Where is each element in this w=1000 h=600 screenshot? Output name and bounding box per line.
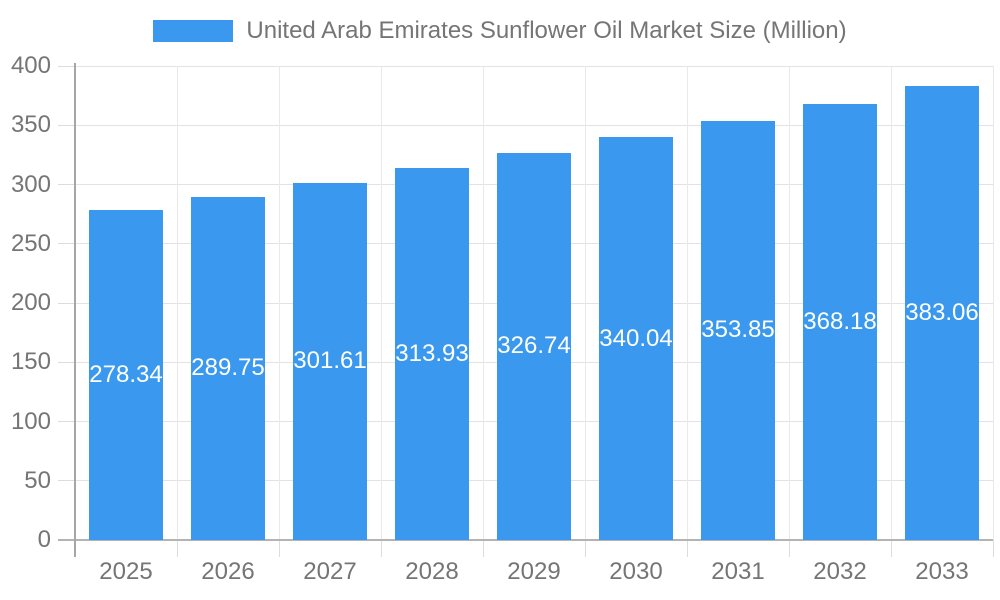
bar — [905, 86, 979, 540]
bar-value-label: 289.75 — [191, 354, 265, 382]
y-tick-label: 100 — [10, 407, 51, 435]
y-tick — [58, 302, 75, 304]
x-tick — [788, 540, 790, 557]
y-tick-label: 300 — [10, 170, 51, 198]
gridline-v — [992, 66, 994, 540]
x-tick-label: 2030 — [609, 558, 663, 585]
bar-value-label: 278.34 — [89, 361, 163, 389]
bar — [701, 120, 775, 540]
bar — [803, 103, 877, 540]
gridline-v — [686, 66, 688, 540]
x-tick — [992, 540, 994, 557]
gridline-v — [788, 66, 790, 540]
x-tick-label: 2031 — [711, 558, 765, 585]
bar-value-label: 383.06 — [905, 299, 979, 327]
bar — [599, 137, 673, 540]
legend-swatch-icon — [153, 20, 234, 42]
x-tick — [380, 540, 382, 557]
gridline-v — [278, 66, 280, 540]
x-tick-label: 2027 — [303, 558, 357, 585]
y-tick-label: 250 — [10, 229, 51, 257]
y-tick-label: 150 — [10, 348, 51, 376]
bar — [395, 167, 469, 540]
x-axis-line — [58, 539, 993, 541]
y-tick — [58, 65, 75, 67]
y-tick — [58, 421, 75, 422]
x-tick-label: 2028 — [405, 558, 459, 585]
x-tick — [584, 540, 586, 557]
gridline-h — [75, 124, 993, 126]
x-tick — [686, 540, 688, 557]
y-axis-line — [74, 63, 76, 557]
gridline-v — [584, 66, 586, 540]
bar-value-label: 326.74 — [497, 332, 571, 360]
y-tick — [58, 243, 75, 245]
bar-value-label: 313.93 — [395, 339, 469, 367]
bar-value-label: 340.04 — [599, 324, 673, 352]
gridline-v — [176, 66, 178, 540]
bar — [497, 152, 571, 540]
x-tick-label: 2033 — [915, 558, 969, 585]
x-tick-label: 2026 — [201, 558, 255, 585]
bar-value-label: 301.61 — [293, 347, 367, 375]
x-tick-label: 2029 — [507, 558, 561, 585]
x-tick — [278, 540, 280, 557]
y-tick — [58, 361, 75, 363]
x-tick — [890, 540, 892, 557]
x-tick-label: 2025 — [99, 558, 153, 585]
y-tick — [58, 480, 75, 482]
bar-value-label: 353.85 — [701, 316, 775, 344]
legend-label: United Arab Emirates Sunflower Oil Marke… — [246, 17, 847, 44]
y-tick-label: 200 — [10, 289, 51, 316]
y-tick-label: 0 — [37, 526, 51, 553]
y-tick-label: 350 — [10, 111, 51, 139]
gridline-v — [890, 66, 892, 540]
gridline-h — [75, 65, 993, 67]
gridline-v — [482, 66, 484, 540]
bar — [293, 182, 367, 540]
x-tick — [176, 540, 178, 557]
bar — [191, 196, 265, 540]
y-tick-label: 400 — [10, 52, 51, 79]
y-tick — [58, 184, 75, 185]
bar — [89, 210, 163, 540]
x-tick-label: 2032 — [813, 558, 867, 585]
legend[interactable]: United Arab Emirates Sunflower Oil Marke… — [0, 14, 1000, 48]
gridline-v — [380, 66, 382, 540]
y-tick-label: 50 — [24, 466, 51, 494]
y-tick — [58, 124, 75, 126]
bar-value-label: 368.18 — [803, 307, 877, 335]
x-tick — [482, 540, 484, 557]
